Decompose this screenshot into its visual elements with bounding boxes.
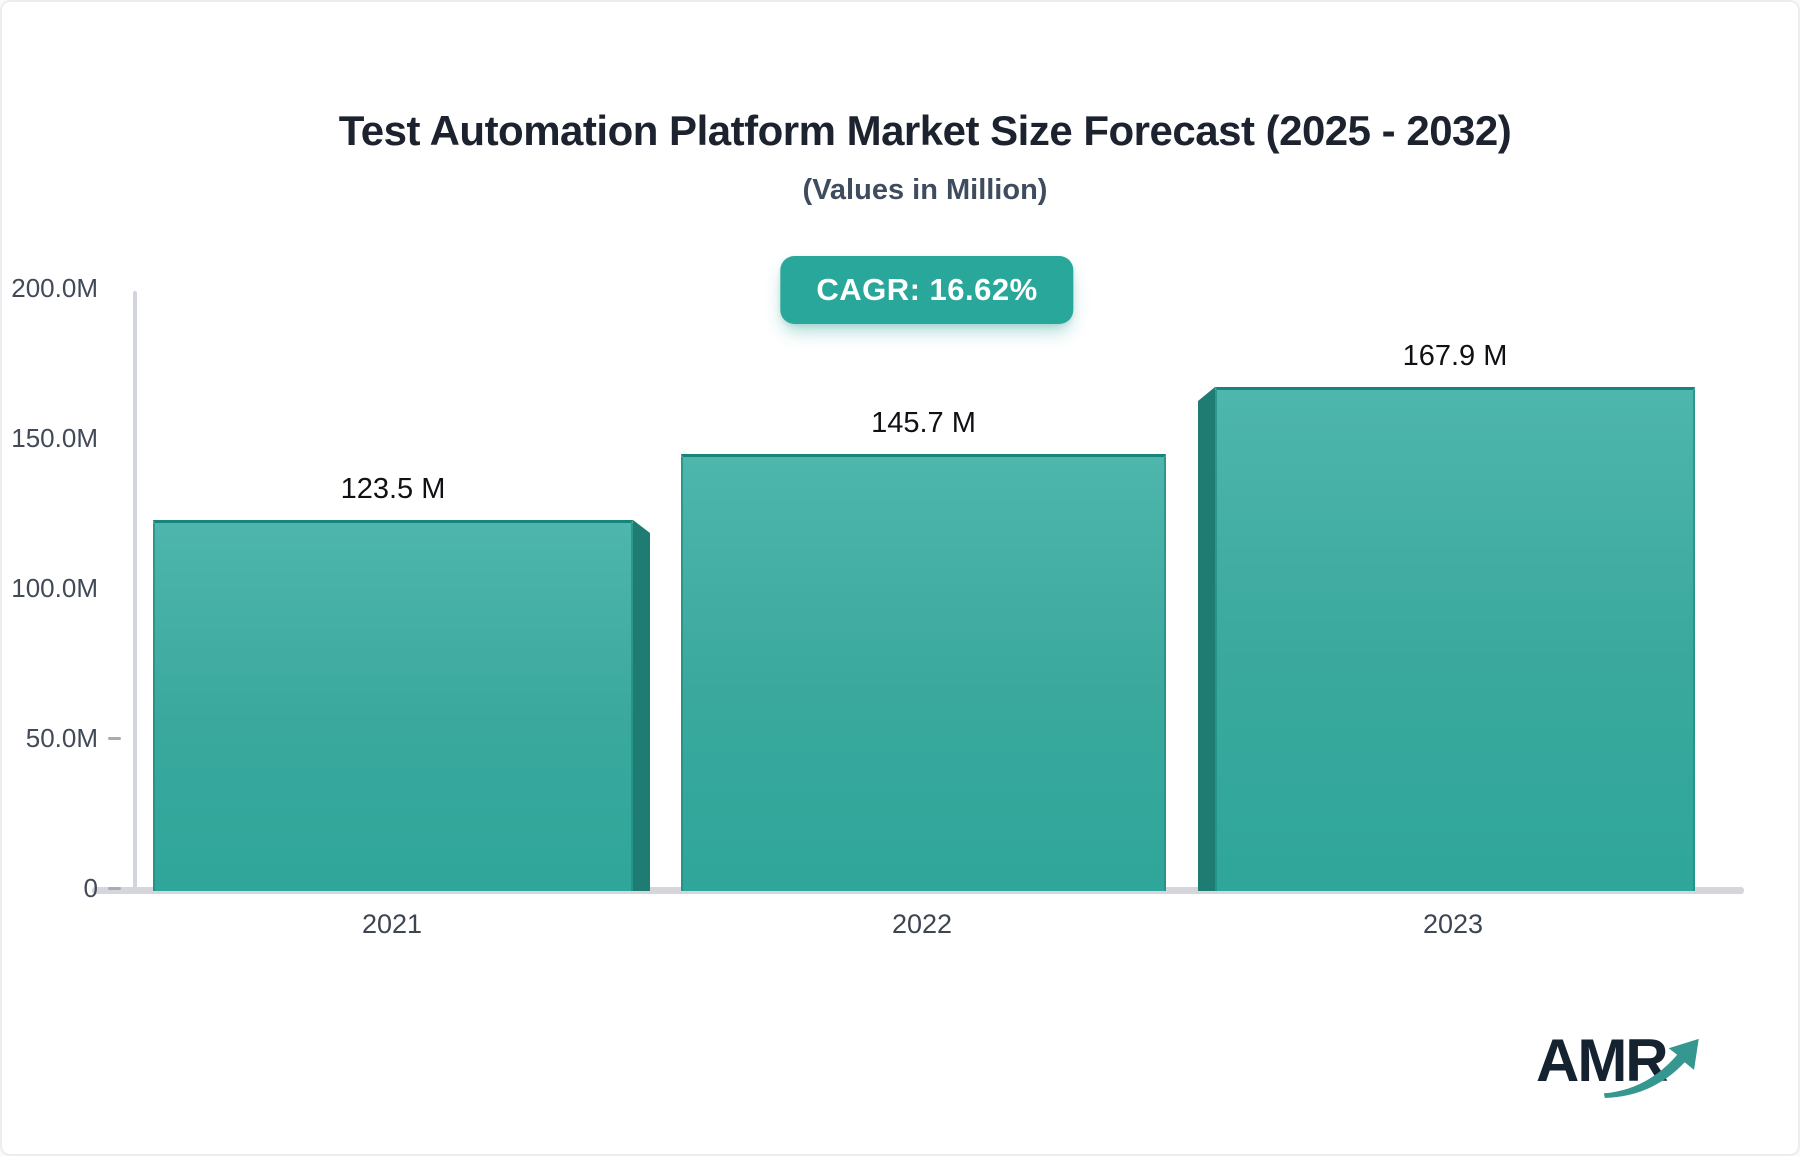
- y-tick-text: 100.0M: [11, 573, 98, 603]
- y-tick-text: 0: [83, 873, 98, 903]
- x-axis-label-2022: 2022: [891, 909, 953, 939]
- bar-value-label: 123.5 M: [340, 473, 446, 505]
- bar-value-label: 167.9 M: [1402, 340, 1508, 372]
- chart-subtitle: (Values in Million): [802, 174, 1048, 206]
- y-tick-label-100m: 100.0M: [2, 572, 98, 604]
- growth-arrow-icon: [1603, 1038, 1699, 1098]
- x-axis-label-2021: 2021: [361, 909, 423, 939]
- bar-fill: [153, 520, 633, 891]
- y-tick-mark: [108, 887, 121, 890]
- amr-logo: AMR: [1532, 1030, 1732, 1110]
- y-tick-text: 50.0M: [25, 723, 98, 753]
- y-tick-label-200m: 200.0M: [2, 272, 98, 304]
- chart-title: Test Automation Platform Market Size For…: [338, 107, 1512, 154]
- y-tick-mark: [108, 737, 121, 740]
- cagr-badge: CAGR: 16.62%: [780, 256, 1074, 324]
- y-tick-label-150m: 150.0M: [2, 422, 98, 454]
- y-axis-line: [133, 291, 137, 891]
- y-tick-label-50m: 50.0M: [2, 722, 121, 754]
- y-tick-text: 150.0M: [11, 423, 98, 453]
- y-tick-text: 200.0M: [11, 273, 98, 303]
- bar-2021[interactable]: 123.5 M: [153, 2, 650, 891]
- bar-3d-side-face: [1198, 387, 1215, 891]
- bar-2022[interactable]: 145.7 M: [681, 2, 1166, 891]
- bar-value-label: 145.7 M: [871, 407, 976, 439]
- x-axis-label-2023: 2023: [1422, 909, 1484, 939]
- bar-3d-side-face: [633, 520, 650, 891]
- bar-2023[interactable]: 167.9 M: [1198, 2, 1695, 891]
- bar-fill: [1215, 387, 1695, 891]
- y-tick-label-0: 0: [2, 872, 121, 904]
- bar-fill: [681, 454, 1166, 891]
